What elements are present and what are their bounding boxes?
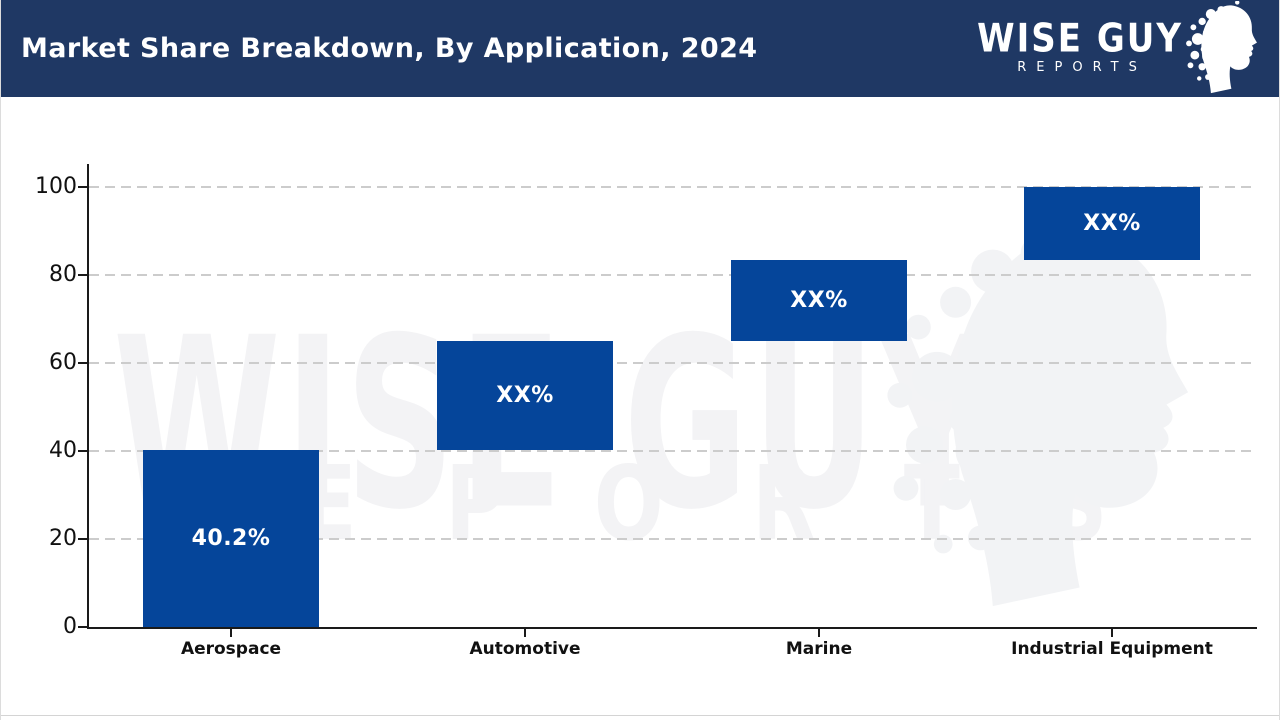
y-tick-label: 80 [49, 261, 77, 287]
x-axis [87, 627, 1257, 629]
y-tick-mark [78, 273, 87, 276]
gridline [89, 449, 1257, 452]
y-tick-mark [78, 185, 87, 188]
y-axis [87, 164, 89, 629]
x-category-label: Industrial Equipment [1011, 639, 1213, 659]
bar: 40.2% [143, 449, 319, 627]
y-tick-mark [78, 537, 87, 540]
y-tick-label: 100 [35, 173, 77, 199]
x-tick-mark [524, 629, 526, 637]
x-category-label: Automotive [469, 639, 581, 659]
gridline [89, 185, 1257, 188]
gridline [89, 273, 1257, 276]
y-tick-mark [78, 361, 87, 364]
x-category-label: Aerospace [180, 639, 282, 659]
bar: XX% [1024, 186, 1200, 260]
logo-wordmark: WISE GUY [977, 16, 1183, 62]
gridline [89, 361, 1257, 364]
y-tick-mark [78, 449, 87, 452]
wise-guy-logo: WISE GUY REPORTS [977, 0, 1279, 97]
bar-value-label: XX% [496, 382, 554, 408]
y-tick-label: 40 [49, 437, 77, 463]
bar-value-label: 40.2% [191, 525, 271, 551]
bar: XX% [731, 259, 907, 341]
header-bar: Market Share Breakdown, By Application, … [1, 0, 1279, 97]
logo-subtext: REPORTS [1017, 60, 1147, 75]
chart-title: Market Share Breakdown, By Application, … [21, 33, 758, 64]
bar-value-label: XX% [1083, 210, 1141, 236]
bottom-divider [1, 715, 1279, 716]
bar-value-label: XX% [790, 287, 848, 313]
y-tick-mark [78, 626, 87, 628]
logo-head-icon [1186, 1, 1257, 94]
y-tick-label: 20 [49, 525, 77, 551]
y-tick-label: 0 [63, 614, 77, 639]
x-tick-mark [1111, 629, 1113, 637]
logo-text: WISE GUY REPORTS [977, 16, 1183, 75]
x-tick-mark [818, 629, 820, 637]
gridline [89, 537, 1257, 540]
x-category-label: Marine [785, 639, 853, 659]
y-tick-label: 60 [49, 349, 77, 375]
chart-area: WISE GUY R E P O R T S 0 20 40 60 80 100 40.2%… [1, 97, 1279, 720]
x-tick-mark [230, 629, 232, 637]
bar: XX% [437, 340, 613, 450]
plot-area: 0 20 40 60 80 100 40.2% XX% XX% XX% Aerospace Autom… [1, 97, 1279, 720]
